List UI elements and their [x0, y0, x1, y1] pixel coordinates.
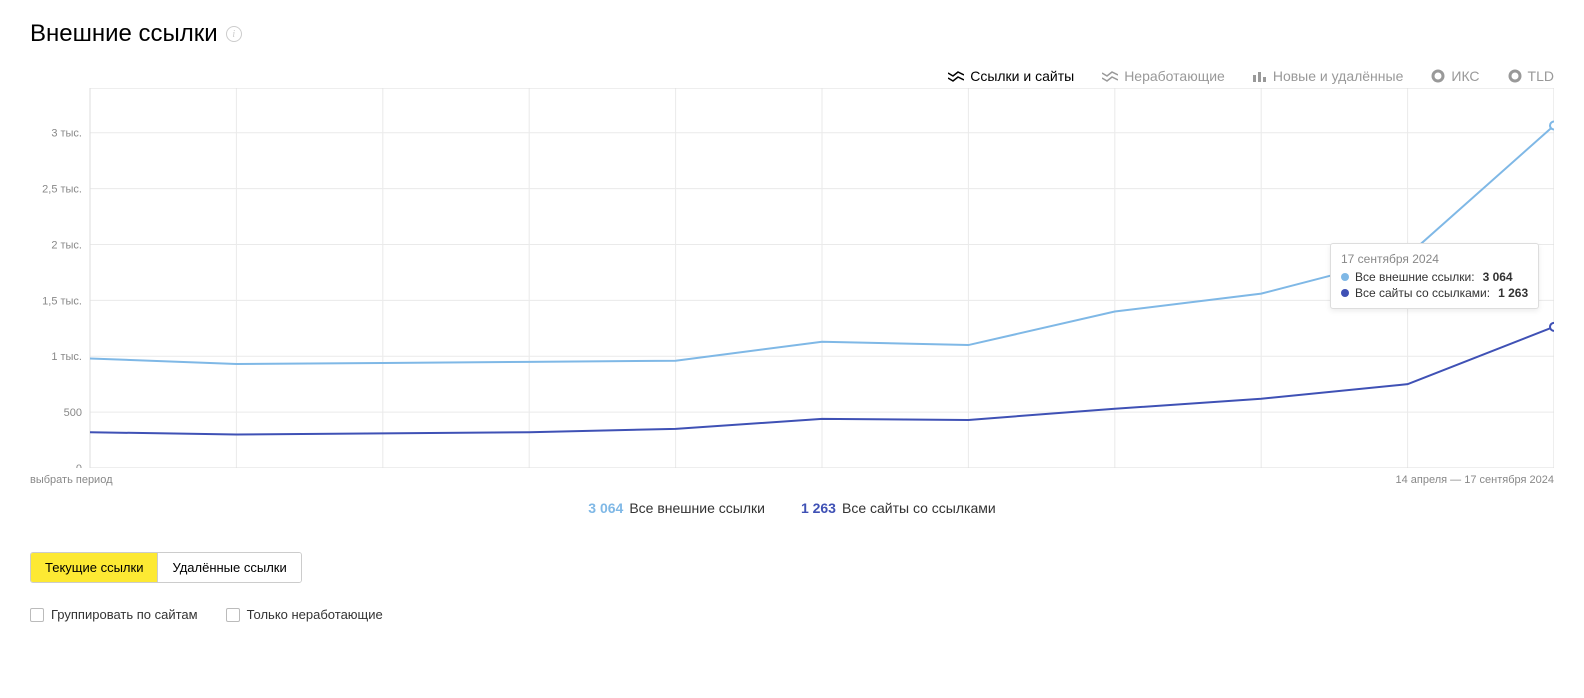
svg-text:1,5 тыс.: 1,5 тыс.	[42, 295, 82, 307]
page-title: Внешние ссылки	[30, 20, 218, 48]
svg-text:0: 0	[76, 463, 82, 468]
legend-value: 1 263	[801, 500, 836, 516]
checkbox-icon	[30, 608, 44, 622]
legend-label: Все внешние ссылки	[629, 500, 765, 516]
chart-legend: 3 064 Все внешние ссылки 1 263 Все сайты со…	[30, 500, 1554, 516]
period-select-link[interactable]: выбрать период	[30, 474, 113, 486]
tooltip-row: Все внешние ссылки: 3 064	[1341, 270, 1528, 284]
chart-tab-3[interactable]: ИКС	[1431, 68, 1479, 84]
chart-tab-1[interactable]: Неработающие	[1102, 68, 1225, 84]
chart-tab-label: Неработающие	[1124, 68, 1225, 84]
checkbox-label: Только неработающие	[247, 607, 383, 622]
tooltip-dot	[1341, 273, 1349, 281]
filter-checkbox-0[interactable]: Группировать по сайтам	[30, 607, 198, 622]
bar-chart-icon	[1253, 70, 1267, 82]
ring-icon	[1431, 69, 1445, 83]
toggle-option-0[interactable]: Текущие ссылки	[31, 553, 157, 582]
line-chart-icon	[1102, 70, 1118, 82]
tooltip-series-value: 3 064	[1483, 270, 1513, 284]
line-chart: 0 500 1 тыс. 1,5 тыс. 2 тыс. 2,5 тыс. 3 тыс.	[30, 88, 1554, 468]
chart-tab-label: TLD	[1528, 68, 1554, 84]
tooltip-series-label: Все сайты со ссылками:	[1355, 286, 1490, 300]
tooltip-date: 17 сентября 2024	[1341, 252, 1528, 266]
svg-text:2 тыс.: 2 тыс.	[51, 239, 82, 251]
chart-tab-4[interactable]: TLD	[1508, 68, 1554, 84]
tooltip-dot	[1341, 289, 1349, 297]
toggle-option-1[interactable]: Удалённые ссылки	[157, 553, 300, 582]
svg-text:1 тыс.: 1 тыс.	[51, 351, 82, 363]
legend-item-1[interactable]: 1 263 Все сайты со ссылками	[801, 500, 996, 516]
chart-tooltip: 17 сентября 2024 Все внешние ссылки: 3 064…	[1330, 243, 1539, 309]
svg-text:500: 500	[64, 407, 82, 419]
checkbox-icon	[226, 608, 240, 622]
chart-tab-label: Новые и удалённые	[1273, 68, 1404, 84]
tooltip-series-value: 1 263	[1498, 286, 1528, 300]
legend-item-0[interactable]: 3 064 Все внешние ссылки	[588, 500, 765, 516]
filter-checkbox-1[interactable]: Только неработающие	[226, 607, 383, 622]
ring-icon	[1508, 69, 1522, 83]
tooltip-series-label: Все внешние ссылки:	[1355, 270, 1475, 284]
chart-tabs: Ссылки и сайты Неработающие Новые и удалён…	[30, 68, 1554, 84]
legend-value: 3 064	[588, 500, 623, 516]
legend-label: Все сайты со ссылками	[842, 500, 996, 516]
svg-text:2,5 тыс.: 2,5 тыс.	[42, 184, 82, 196]
chart-tab-label: ИКС	[1451, 68, 1479, 84]
info-icon[interactable]: i	[226, 26, 242, 42]
line-chart-icon	[948, 70, 964, 82]
chart-tab-0[interactable]: Ссылки и сайты	[948, 68, 1074, 84]
chart-container: 0 500 1 тыс. 1,5 тыс. 2 тыс. 2,5 тыс. 3 тыс. 1…	[30, 88, 1554, 468]
chart-tab-label: Ссылки и сайты	[970, 68, 1074, 84]
links-toggle-group: Текущие ссылкиУдалённые ссылки	[30, 552, 302, 583]
chart-tab-2[interactable]: Новые и удалённые	[1253, 68, 1404, 84]
checkbox-label: Группировать по сайтам	[51, 607, 198, 622]
period-range-label: 14 апреля — 17 сентября 2024	[1396, 474, 1554, 486]
filter-checkboxes: Группировать по сайтам Только неработающи…	[30, 607, 1554, 622]
svg-text:3 тыс.: 3 тыс.	[51, 128, 82, 140]
tooltip-row: Все сайты со ссылками: 1 263	[1341, 286, 1528, 300]
